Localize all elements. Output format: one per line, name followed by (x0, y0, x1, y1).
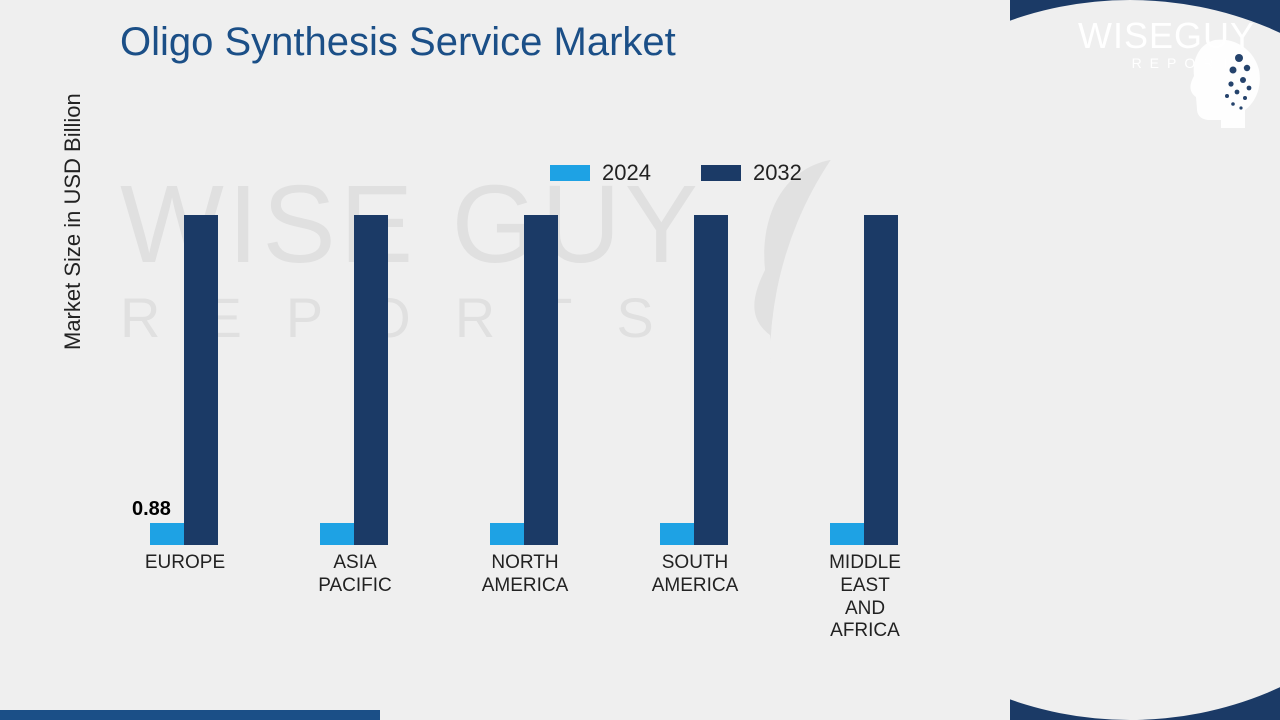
bar (320, 523, 354, 545)
bar (524, 215, 558, 545)
legend-item-2032: 2032 (701, 160, 802, 186)
bar-group (150, 215, 218, 545)
logo: WISEGUY REPORTS (1078, 18, 1255, 70)
legend-label: 2024 (602, 160, 651, 186)
logo-head-icon (1187, 38, 1265, 128)
bar (694, 215, 728, 545)
value-label: 0.88 (132, 498, 171, 521)
x-axis-label: SOUTHAMERICA (620, 552, 770, 598)
x-axis-label: ASIAPACIFIC (280, 552, 430, 598)
bar-group (320, 215, 388, 545)
plot-area: 0.88 (130, 195, 950, 545)
bar (354, 215, 388, 545)
bar (830, 523, 864, 545)
bar-group (490, 215, 558, 545)
legend-swatch-2024 (550, 165, 590, 181)
x-axis-label: MIDDLEEASTANDAFRICA (790, 552, 940, 643)
x-axis-label: NORTHAMERICA (450, 552, 600, 598)
legend: 2024 2032 (550, 160, 802, 186)
bar (660, 523, 694, 545)
bar (490, 523, 524, 545)
legend-item-2024: 2024 (550, 160, 651, 186)
footer-accent-bar (0, 710, 380, 720)
bar-group (830, 215, 898, 545)
page: WISE GUY REPORTS WISEGUY REPORTS Oligo S… (0, 0, 1280, 720)
bar-group (660, 215, 728, 545)
bar (184, 215, 218, 545)
legend-label: 2032 (753, 160, 802, 186)
x-axis-label: EUROPE (110, 552, 260, 575)
bar (864, 215, 898, 545)
bar (150, 523, 184, 545)
legend-swatch-2032 (701, 165, 741, 181)
y-axis-label: Market Size in USD Billion (60, 93, 86, 350)
chart-title: Oligo Synthesis Service Market (120, 20, 676, 65)
